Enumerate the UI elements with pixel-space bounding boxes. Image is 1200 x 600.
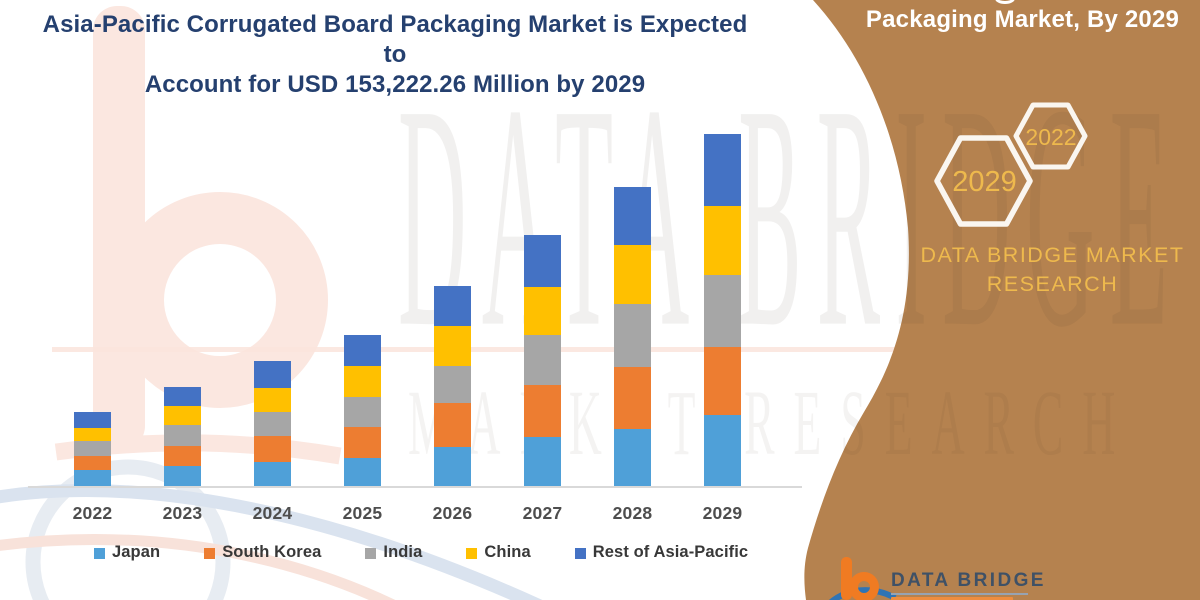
chart-title-line1: Asia-Pacific Corrugated Board Packaging …	[42, 11, 748, 68]
panel-brand-text: DATA BRIDGE MARKET RESEARCH	[915, 241, 1190, 299]
side-panel-curve	[804, 0, 1200, 600]
bar-segment-2022-india	[74, 441, 111, 456]
bar-segment-2027-india	[524, 335, 561, 386]
bar-segment-2026-china	[434, 326, 471, 367]
legend-label-south-korea: South Korea	[222, 543, 322, 561]
legend-swatch-rest-of-asia-pacific	[574, 547, 586, 559]
bar-segment-2026-india	[434, 366, 471, 403]
bar-segment-2028-rest-of-asia-pacific	[614, 187, 651, 246]
hexagon-large-year: 2029	[952, 166, 1017, 198]
bar-segment-2024-india	[254, 411, 291, 437]
legend-label-china: China	[484, 543, 531, 561]
watermark-blue-swoosh	[0, 484, 543, 600]
legend-item-china: China	[466, 543, 531, 562]
legend-swatch-south-korea	[204, 547, 216, 559]
footer-logo-blue-swoosh	[828, 587, 897, 600]
footer-brand-text: DATA BRIDGE	[891, 570, 1046, 591]
watermark-circle-arc	[25, 459, 231, 600]
bar-segment-2026-japan	[434, 446, 471, 487]
bar-segment-2024-rest-of-asia-pacific	[254, 360, 291, 388]
bar-segment-2026-rest-of-asia-pacific	[434, 286, 471, 327]
x-axis-label-2025: 2025	[342, 503, 383, 523]
bar-segment-2027-rest-of-asia-pacific	[524, 235, 561, 287]
bar-segment-2022-china	[74, 427, 111, 441]
chart-title-line2: Account for USD 153,222.26 Million by 20…	[144, 71, 646, 98]
chart-legend: Japan South Korea India China Rest of Asia-P…	[94, 543, 748, 562]
bar-segment-2023-rest-of-asia-pacific	[164, 387, 201, 407]
legend-label-rest-of-asia-pacific: Rest of Asia-Pacific	[592, 543, 749, 561]
bar-segment-2022-south-korea	[74, 455, 111, 470]
panel-brand-line2: RESEARCH	[986, 272, 1119, 296]
x-axis-label-2024: 2024	[252, 503, 293, 523]
bar-segment-2027-china	[524, 287, 561, 336]
bar-segment-2025-rest-of-asia-pacific	[344, 335, 381, 367]
bar-segment-2025-india	[344, 397, 381, 427]
bar-segment-2024-japan	[254, 462, 291, 487]
legend-label-japan: Japan	[112, 543, 161, 561]
x-axis-label-2028: 2028	[612, 503, 653, 523]
bar-segment-2025-china	[344, 366, 381, 397]
panel-brand-line1: DATA BRIDGE MARKET	[920, 243, 1185, 267]
bar-segment-2025-south-korea	[344, 427, 381, 458]
bar-segment-2024-south-korea	[254, 436, 291, 462]
bar-segment-2028-china	[614, 245, 651, 305]
bar-segment-2027-south-korea	[524, 385, 561, 437]
footer-logo-b-bowl	[849, 572, 879, 600]
bar-segment-2028-japan	[614, 428, 651, 487]
bar-segment-2023-japan	[164, 466, 201, 487]
bar-segment-2029-china	[704, 206, 741, 276]
watermark-b-bowl	[112, 192, 328, 408]
watermark-pink-swoosh	[0, 534, 396, 600]
legend-swatch-india	[365, 547, 377, 559]
x-axis-label-2023: 2023	[162, 503, 203, 523]
x-axis-label-2022: 2022	[72, 503, 113, 523]
legend-item-india: India	[365, 543, 422, 562]
legend-item-japan: Japan	[94, 543, 160, 562]
bar-segment-2023-south-korea	[164, 446, 201, 467]
bar-segment-2028-india	[614, 304, 651, 367]
hexagon-small	[1013, 102, 1088, 170]
bar-segment-2022-japan	[74, 469, 111, 487]
bar-segment-2026-south-korea	[434, 403, 471, 447]
bar-segment-2027-japan	[524, 437, 561, 487]
hexagon-large	[934, 135, 1033, 227]
legend-label-india: India	[383, 543, 423, 561]
bar-segment-2029-south-korea	[704, 347, 741, 416]
bar-segment-2022-rest-of-asia-pacific	[74, 412, 111, 428]
bar-segment-2029-rest-of-asia-pacific	[704, 134, 741, 207]
panel-heading: Packaging Market, By 2029	[865, 6, 1180, 33]
bar-segment-2023-china	[164, 406, 201, 426]
legend-swatch-japan	[94, 547, 105, 559]
legend-swatch-china	[466, 547, 478, 559]
x-axis-label-2027: 2027	[522, 503, 563, 523]
chart-title: Asia-Pacific Corrugated Board Packaging …	[42, 10, 748, 100]
bar-segment-2029-india	[704, 275, 741, 347]
watermark-horizontal-band	[52, 347, 920, 352]
legend-item-south-korea: South Korea	[204, 543, 321, 562]
footer-underline	[891, 592, 1028, 595]
footer-logo-b-stem	[841, 557, 852, 600]
bar-segment-2029-japan	[704, 415, 741, 487]
x-axis-label-2029: 2029	[702, 503, 743, 523]
bar-segment-2024-china	[254, 387, 291, 412]
bar-segment-2023-india	[164, 425, 201, 447]
legend-item-rest-of-asia-pacific: Rest of Asia-Pacific	[574, 543, 749, 562]
x-axis-label-2026: 2026	[432, 503, 473, 523]
bar-segment-2025-japan	[344, 457, 381, 487]
bar-segment-2028-south-korea	[614, 367, 651, 429]
x-axis-line	[28, 486, 802, 488]
hexagon-small-year: 2022	[1025, 124, 1077, 150]
footer-subtext-clipped	[891, 597, 1013, 600]
